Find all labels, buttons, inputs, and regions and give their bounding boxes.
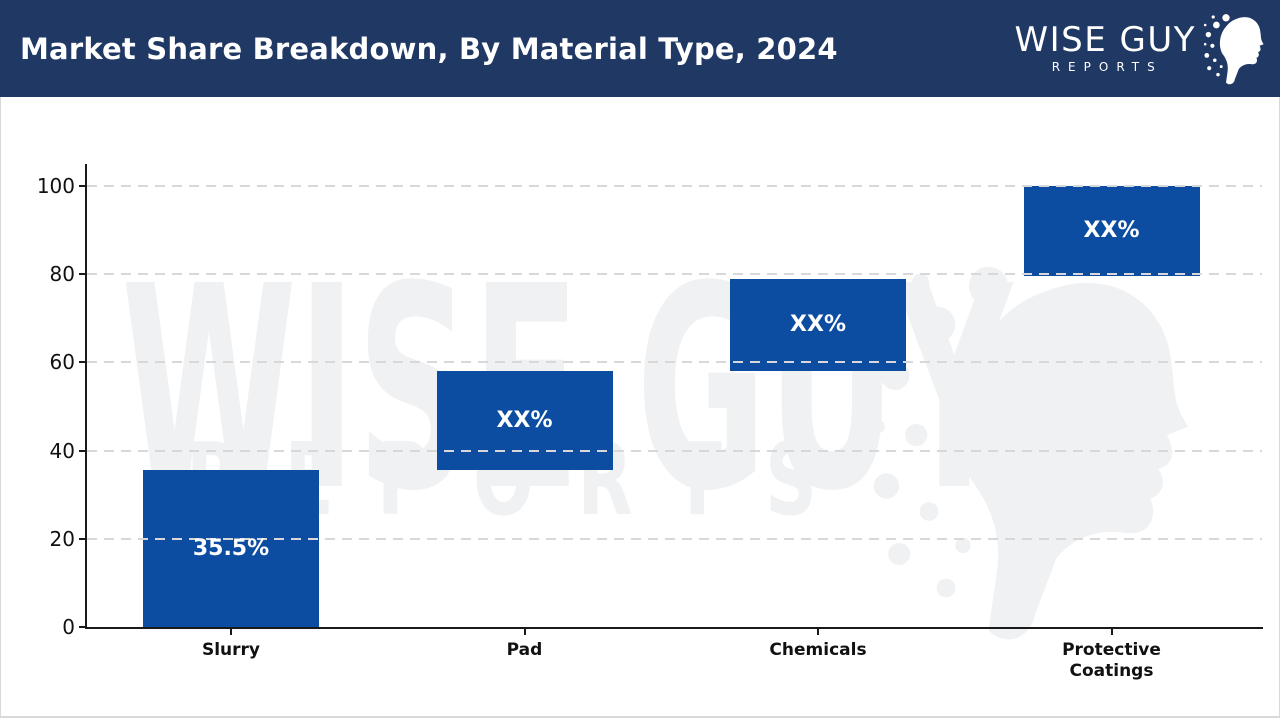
y-tick-label: 100 — [36, 174, 75, 198]
y-axis-line — [85, 164, 87, 628]
bar-slurry — [143, 470, 319, 627]
x-tick-mark — [523, 629, 526, 635]
bar-value-label: XX% — [1083, 218, 1140, 244]
y-tick-mark — [79, 449, 85, 452]
bar-value-label: 35.5% — [192, 535, 270, 561]
brand-subtitle: REPORTS — [1051, 60, 1163, 75]
y-tick-label: 40 — [49, 438, 75, 463]
y-tick-label: 20 — [49, 526, 75, 551]
x-tick-mark — [1110, 629, 1113, 635]
brand-logo: WISE GUY REPORTS — [1014, 9, 1266, 89]
brand-logo-text: WISE GUY REPORTS — [1014, 19, 1196, 75]
y-tick-label: 0 — [62, 615, 75, 639]
bar-value-label: XX% — [496, 407, 553, 433]
y-tick-label: 80 — [49, 262, 75, 287]
x-tick-mark — [230, 629, 232, 635]
y-gridline — [87, 185, 1262, 187]
x-tick-label: Pad — [506, 640, 543, 660]
brand-wordmark: WISE GUY — [1014, 19, 1196, 60]
y-tick-mark — [79, 185, 85, 187]
bar-pad — [436, 371, 613, 471]
y-gridline — [87, 273, 1262, 276]
y-tick-mark — [79, 273, 85, 276]
bar-value-label: XX% — [790, 311, 846, 337]
brand-head-icon — [1203, 13, 1264, 84]
header: Market Share Breakdown, By Material Type… — [0, 0, 1280, 97]
y-gridline — [87, 449, 1262, 452]
y-tick-mark — [79, 626, 85, 628]
x-axis-line — [85, 627, 1263, 629]
y-tick-mark — [79, 361, 85, 364]
y-gridline — [87, 537, 1262, 540]
chart-canvas: WISE GUY REPORTS — [0, 97, 1280, 718]
y-gridline — [87, 361, 1262, 364]
x-tick-label: Slurry — [201, 640, 261, 660]
x-tick-label: Chemicals — [769, 640, 867, 660]
chart-title: Market Share Breakdown, By Material Type… — [20, 31, 838, 66]
y-tick-mark — [79, 537, 85, 540]
y-tick-label: 60 — [49, 350, 75, 375]
x-tick-mark — [817, 629, 819, 635]
x-tick-label: Protective Coatings — [1062, 640, 1161, 681]
bar-protective-coatings — [1023, 186, 1200, 277]
